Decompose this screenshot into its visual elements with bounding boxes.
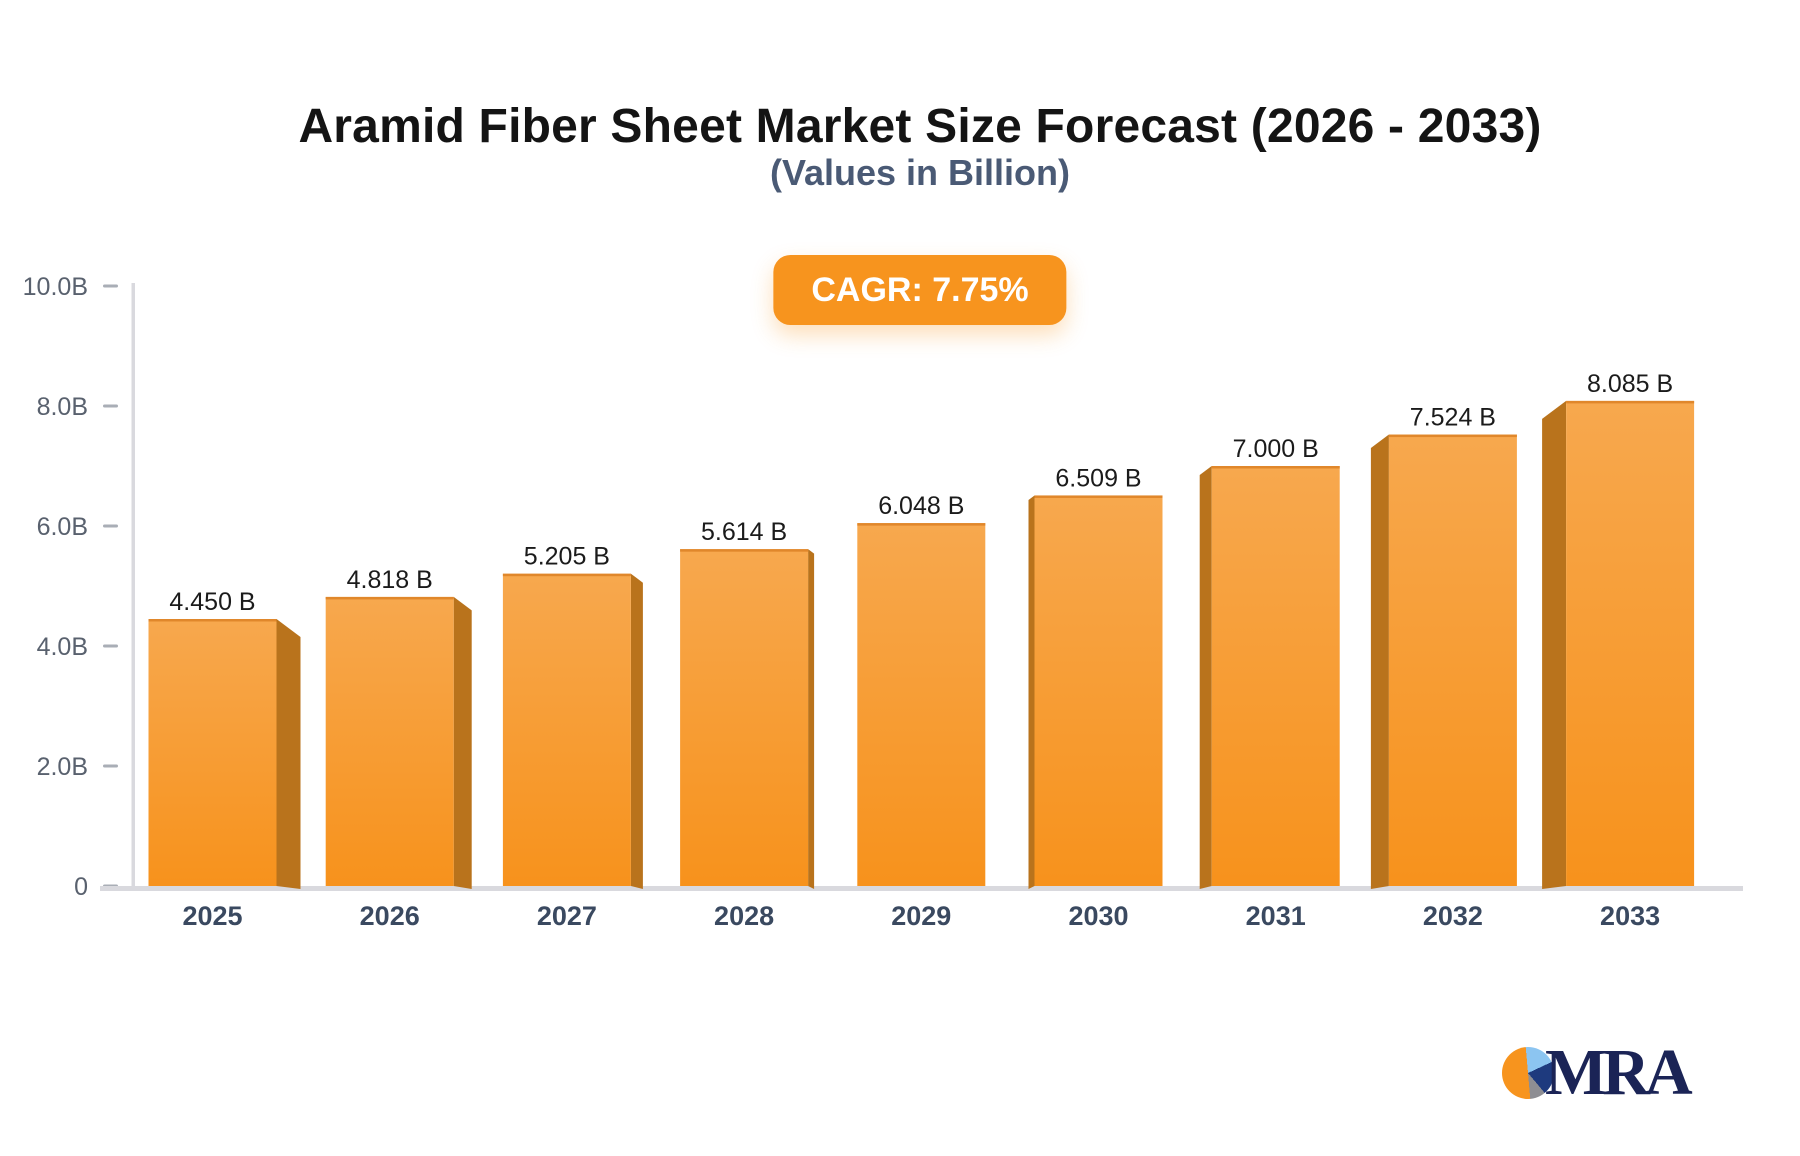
mra-logo: MRA — [1502, 1036, 1693, 1109]
bar-top-edge — [1388, 434, 1517, 438]
bar-top-edge — [1566, 400, 1695, 404]
bar-value-label: 4.450 B — [169, 588, 255, 616]
bar-group-2025: 4.450 B 2025 — [148, 588, 301, 931]
bar-top-edge — [502, 573, 631, 577]
y-axis-tick-label: 8.0B — [37, 393, 88, 421]
bar-top-edge — [1211, 466, 1340, 469]
bar-value-label: 8.085 B — [1587, 370, 1673, 398]
bar-value-label: 5.614 B — [701, 518, 787, 546]
bar-top-edge — [857, 523, 986, 526]
bar-top-edge — [325, 596, 454, 600]
y-axis-tick — [103, 524, 118, 528]
bar-front-face — [857, 523, 986, 886]
bar-front-face — [1388, 434, 1517, 886]
chart-subtitle: (Values in Billion) — [769, 152, 1071, 193]
x-axis-category-label: 2027 — [537, 901, 597, 931]
y-axis-tick — [103, 644, 118, 648]
y-axis-tick — [103, 404, 118, 408]
bar-front-face — [502, 573, 631, 886]
bar-value-label: 7.524 B — [1410, 404, 1496, 432]
bar-front-face — [1211, 466, 1340, 886]
bar-group-2029: 6.048 B 2029 — [857, 492, 986, 931]
bar-group-2027: 5.205 B 2027 — [502, 543, 643, 931]
y-axis-tick-label: 4.0B — [37, 633, 88, 661]
bar-group-2028: 5.614 B 2028 — [680, 518, 815, 931]
bar-value-label: 6.509 B — [1055, 464, 1141, 492]
logo-text: MRA — [1545, 1036, 1693, 1109]
y-axis-tick-label: 10.0B — [23, 273, 88, 301]
bar-top-edge — [1034, 495, 1163, 498]
bar-value-label: 6.048 B — [878, 492, 964, 520]
bar-front-face — [1034, 495, 1163, 886]
cagr-badge: CAGR: 7.75% — [773, 255, 1067, 325]
x-axis-category-label: 2031 — [1246, 901, 1306, 931]
bar-front-face — [325, 596, 454, 886]
bar-value-label: 7.000 B — [1233, 435, 1319, 463]
bar-group-2026: 4.818 B 2026 — [325, 566, 472, 931]
bar-side-face — [630, 573, 643, 889]
x-axis-category-label: 2033 — [1600, 901, 1660, 931]
y-axis-tick-label: 2.0B — [37, 753, 88, 781]
bar-front-face — [148, 619, 277, 886]
chart-title: Aramid Fiber Sheet Market Size Forecast … — [298, 100, 1542, 153]
bar-group-2032: 7.524 B 2032 — [1370, 404, 1517, 931]
bar-side-face — [808, 549, 815, 889]
bar-value-label: 5.205 B — [524, 543, 610, 571]
bar-side-face — [1028, 495, 1035, 889]
x-axis-category-label: 2025 — [182, 901, 242, 931]
x-axis-category-label: 2026 — [360, 901, 420, 931]
x-axis-category-label: 2028 — [714, 901, 774, 931]
bar-front-face — [680, 549, 809, 886]
bar-side-face — [453, 596, 472, 889]
x-axis-baseline — [100, 886, 1743, 891]
x-axis-category-label: 2032 — [1423, 901, 1483, 931]
bar-side-face — [1370, 434, 1389, 889]
bar-side-face — [276, 619, 301, 889]
bar-side-face — [1199, 466, 1212, 889]
bar-top-edge — [680, 549, 809, 552]
y-axis-tick-label: 0 — [74, 873, 88, 901]
bar-front-face — [1566, 400, 1695, 886]
bar-top-edge — [148, 619, 277, 622]
y-axis-line — [131, 283, 135, 886]
y-axis-tick-label: 6.0B — [37, 513, 88, 541]
pie-chart-logo-icon — [1502, 1047, 1554, 1099]
y-axis-tick — [103, 284, 118, 288]
bar-side-face — [1542, 400, 1567, 889]
bar-group-2030: 6.509 B 2030 — [1028, 464, 1163, 931]
x-axis-category-label: 2030 — [1068, 901, 1128, 931]
bar-value-label: 4.818 B — [347, 566, 433, 594]
bar-group-2031: 7.000 B 2031 — [1199, 435, 1340, 931]
x-axis-category-label: 2029 — [891, 901, 951, 931]
bar-group-2033: 8.085 B 2033 — [1542, 370, 1695, 931]
y-axis-tick — [103, 764, 118, 768]
